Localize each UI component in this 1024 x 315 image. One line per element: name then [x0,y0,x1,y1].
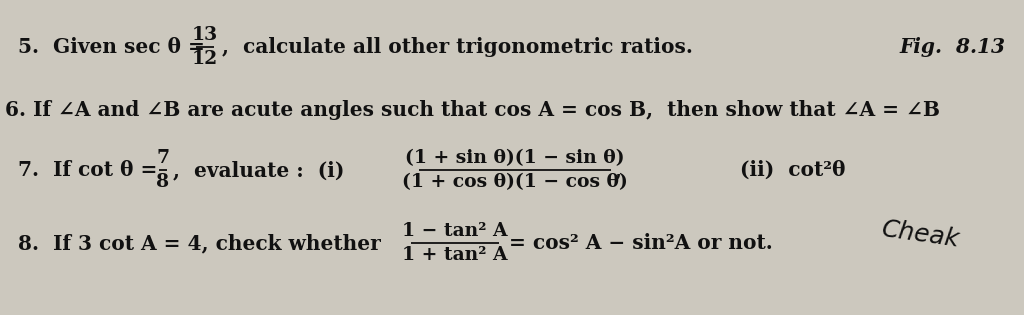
Text: 6. If ∠A and ∠B are acute angles such that cos A = cos B,  then show that ∠A = ∠: 6. If ∠A and ∠B are acute angles such th… [5,100,940,120]
Text: (ii)  cot²θ: (ii) cot²θ [740,160,846,180]
Text: 8.  If 3 cot A = 4, check whether: 8. If 3 cot A = 4, check whether [18,233,381,253]
Text: 1 + tan² A: 1 + tan² A [402,246,508,264]
Text: Cheak: Cheak [880,218,962,252]
Text: (1 + sin θ)(1 − sin θ): (1 + sin θ)(1 − sin θ) [406,149,625,167]
Text: 5.  Given sec θ =: 5. Given sec θ = [18,37,212,57]
Text: 13: 13 [191,26,218,44]
Text: 8: 8 [157,173,170,191]
Text: 7.  If cot θ =: 7. If cot θ = [18,160,165,180]
Text: 12: 12 [191,50,218,68]
Text: (1 + cos θ)(1 − cos θ): (1 + cos θ)(1 − cos θ) [402,173,628,191]
Text: ,  calculate all other trigonometric ratios.: , calculate all other trigonometric rati… [222,37,692,57]
Text: 7: 7 [157,149,170,167]
Text: ,  evaluate :  (i): , evaluate : (i) [173,160,345,180]
Text: 1 − tan² A: 1 − tan² A [402,222,508,240]
Text: = cos² A − sin²A or not.: = cos² A − sin²A or not. [509,233,772,253]
Text: ,: , [614,160,622,180]
Text: Fig.  8.13: Fig. 8.13 [899,37,1005,57]
